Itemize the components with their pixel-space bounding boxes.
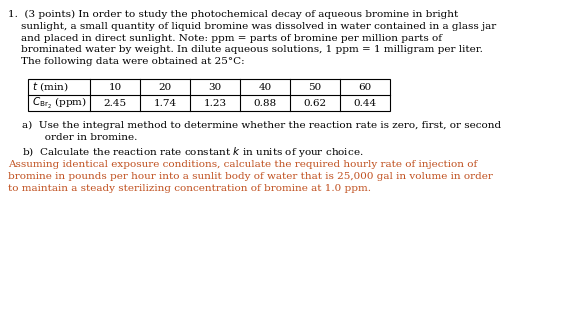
Text: $C_{\mathrm{Br_2}}$ (ppm): $C_{\mathrm{Br_2}}$ (ppm) <box>32 95 87 110</box>
Text: sunlight, a small quantity of liquid bromine was dissolved in water contained in: sunlight, a small quantity of liquid bro… <box>8 22 497 31</box>
Text: bromine in pounds per hour into a sunlit body of water that is 25,000 gal in vol: bromine in pounds per hour into a sunlit… <box>8 172 493 181</box>
Text: 0.44: 0.44 <box>354 99 377 108</box>
Text: 0.62: 0.62 <box>304 99 327 108</box>
Text: 40: 40 <box>259 82 272 91</box>
Text: 60: 60 <box>358 82 372 91</box>
Text: brominated water by weight. In dilute aqueous solutions, 1 ppm = 1 milligram per: brominated water by weight. In dilute aq… <box>8 45 483 54</box>
Text: 50: 50 <box>308 82 321 91</box>
Text: Assuming identical exposure conditions, calculate the required hourly rate of in: Assuming identical exposure conditions, … <box>8 160 478 169</box>
Text: 1.74: 1.74 <box>153 99 177 108</box>
Text: 0.88: 0.88 <box>253 99 276 108</box>
Text: and placed in direct sunlight. Note: ppm = parts of bromine per million parts of: and placed in direct sunlight. Note: ppm… <box>8 33 442 43</box>
Text: 1.  (3 points) In order to study the photochemical decay of aqueous bromine in b: 1. (3 points) In order to study the phot… <box>8 10 458 19</box>
Text: b)  Calculate the reaction rate constant $k$ in units of your choice.: b) Calculate the reaction rate constant … <box>22 145 363 159</box>
Text: to maintain a steady sterilizing concentration of bromine at 1.0 ppm.: to maintain a steady sterilizing concent… <box>8 184 371 193</box>
Text: 30: 30 <box>209 82 222 91</box>
Text: 10: 10 <box>108 82 122 91</box>
Text: 20: 20 <box>158 82 172 91</box>
Text: 1.23: 1.23 <box>203 99 226 108</box>
Text: 2.45: 2.45 <box>104 99 127 108</box>
Text: $t$ (min): $t$ (min) <box>32 80 69 93</box>
Text: The following data were obtained at 25°C:: The following data were obtained at 25°C… <box>8 57 245 66</box>
Bar <box>28 79 390 111</box>
Text: a)  Use the integral method to determine whether the reaction rate is zero, firs: a) Use the integral method to determine … <box>22 121 501 130</box>
Text: order in bromine.: order in bromine. <box>22 133 137 142</box>
